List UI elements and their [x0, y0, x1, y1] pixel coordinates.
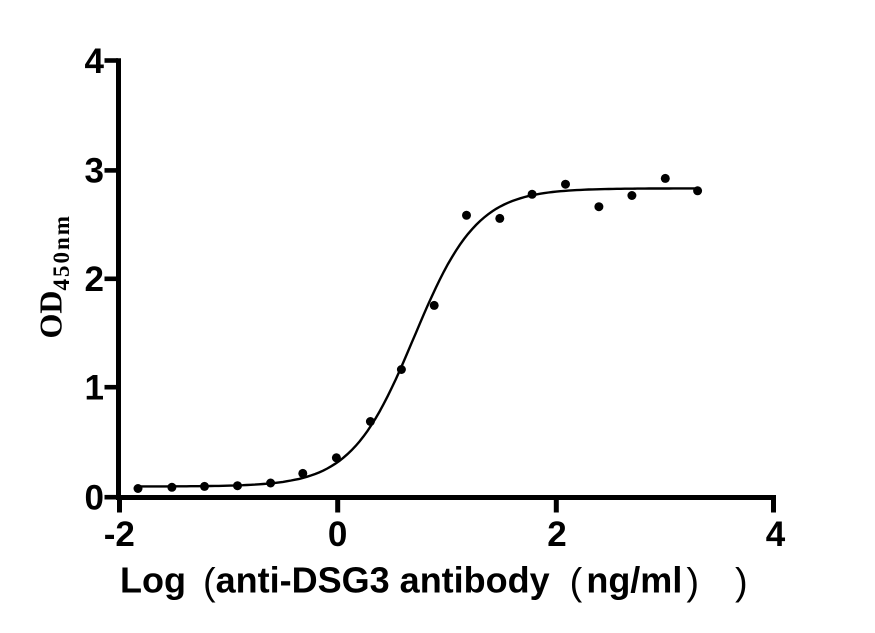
svg-text:2: 2 — [547, 515, 566, 554]
svg-text:4: 4 — [85, 42, 105, 81]
svg-text:-2: -2 — [104, 515, 135, 554]
svg-text:Log(anti-DSG3 antibody(ng/ml)): Log (anti-DSG3 antibody(ng/ml)) — [120, 560, 748, 604]
svg-text:0: 0 — [85, 479, 104, 518]
svg-text:2: 2 — [85, 260, 104, 299]
svg-text:3: 3 — [85, 152, 104, 191]
svg-text:1: 1 — [85, 369, 104, 408]
svg-text:4: 4 — [766, 515, 786, 554]
svg-text:0: 0 — [328, 515, 347, 554]
